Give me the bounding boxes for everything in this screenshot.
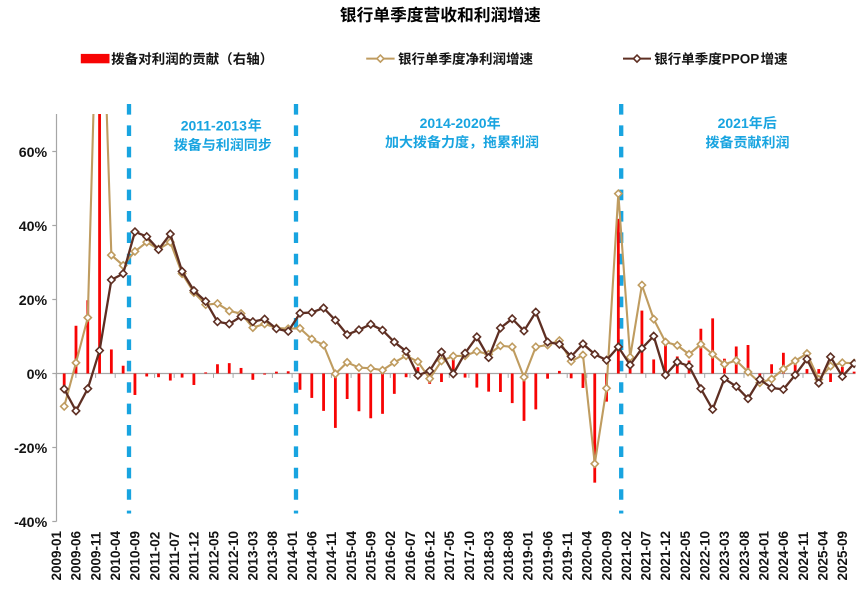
svg-text:2011-2013: 2011-2013 (181, 117, 247, 133)
svg-text:40%: 40% (19, 219, 48, 235)
svg-text:2009-01: 2009-01 (49, 530, 64, 580)
svg-text:2015-09: 2015-09 (364, 531, 379, 581)
svg-text:2021-02: 2021-02 (619, 531, 634, 581)
svg-text:2017-10: 2017-10 (462, 531, 477, 581)
svg-text:2012-10: 2012-10 (226, 531, 241, 581)
svg-text:2011-02: 2011-02 (147, 532, 162, 581)
svg-text:2011-07: 2011-07 (167, 532, 182, 581)
svg-text:2023-08: 2023-08 (737, 530, 752, 580)
svg-text:2013-08: 2013-08 (265, 530, 280, 580)
svg-text:2024-11: 2024-11 (796, 531, 811, 580)
svg-text:2021-12: 2021-12 (658, 531, 673, 581)
svg-text:2009-06: 2009-06 (69, 530, 84, 580)
svg-text:2025-04: 2025-04 (815, 530, 830, 580)
svg-text:2018-03: 2018-03 (481, 530, 496, 580)
svg-text:-40%: -40% (14, 515, 48, 531)
svg-text:2010-04: 2010-04 (108, 530, 123, 580)
svg-text:2012-05: 2012-05 (206, 530, 221, 580)
svg-text:2018-08: 2018-08 (501, 530, 516, 580)
svg-text:20%: 20% (19, 293, 48, 309)
svg-text:2014-11: 2014-11 (324, 531, 339, 580)
svg-text:2024-01: 2024-01 (757, 530, 772, 580)
svg-text:2014-06: 2014-06 (305, 530, 320, 580)
svg-text:2017-05: 2017-05 (442, 530, 457, 580)
svg-text:2013-03: 2013-03 (246, 530, 261, 580)
svg-text:2020-09: 2020-09 (599, 531, 614, 581)
svg-text:2019-01: 2019-01 (521, 530, 536, 580)
svg-text:2011-12: 2011-12 (187, 532, 202, 581)
svg-text:-20%: -20% (14, 441, 48, 457)
svg-text:2016-07: 2016-07 (403, 531, 418, 581)
svg-text:0%: 0% (27, 367, 48, 383)
svg-text:2014-01: 2014-01 (285, 530, 300, 580)
svg-text:2021-07: 2021-07 (639, 531, 654, 581)
svg-text:2024-06: 2024-06 (776, 530, 791, 580)
svg-text:2009-11: 2009-11 (88, 531, 103, 580)
svg-text:2010-09: 2010-09 (128, 531, 143, 581)
svg-text:PPOP: PPOP (722, 52, 760, 67)
svg-text:2016-12: 2016-12 (422, 531, 437, 581)
svg-text:2020-04: 2020-04 (580, 530, 595, 580)
svg-text:2019-11: 2019-11 (560, 531, 575, 580)
svg-text:2016-02: 2016-02 (383, 531, 398, 581)
svg-text:2022-10: 2022-10 (698, 531, 713, 581)
svg-text:2015-04: 2015-04 (344, 530, 359, 580)
svg-text:2014-2020: 2014-2020 (420, 115, 487, 131)
svg-text:60%: 60% (19, 145, 48, 161)
svg-text:2019-06: 2019-06 (540, 530, 555, 580)
svg-text:2021: 2021 (718, 115, 749, 131)
svg-text:2025-09: 2025-09 (835, 531, 850, 581)
svg-text:2022-05: 2022-05 (678, 530, 693, 580)
svg-text:2023-03: 2023-03 (717, 530, 732, 580)
